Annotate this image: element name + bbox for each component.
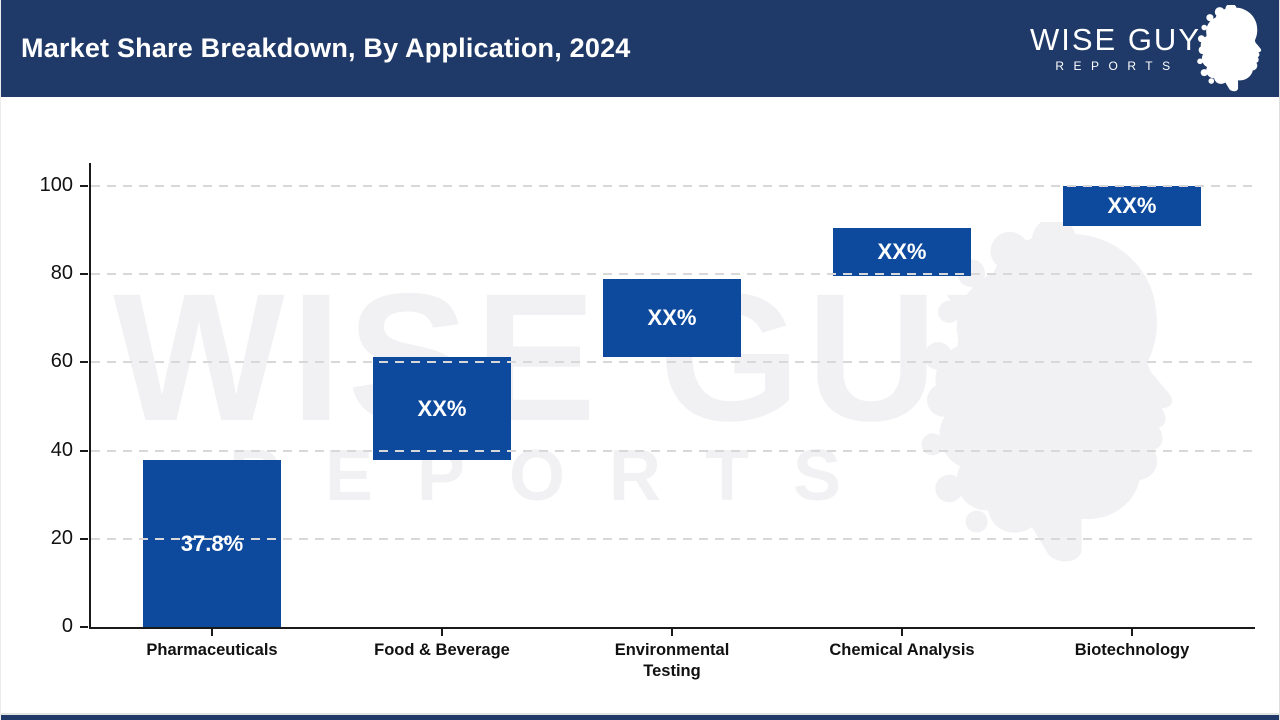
bar-environmental-testing	[603, 278, 741, 357]
gridline-100	[91, 185, 1253, 187]
bar-value-label-biotechnology: XX%	[1107, 192, 1157, 218]
y-tick-mark-40	[80, 449, 88, 452]
y-tick-label-100: 100	[39, 174, 73, 196]
y-tick-mark-20	[80, 537, 88, 540]
x-tick-mark-pharmaceuticals	[211, 629, 213, 636]
y-tick-label-20: 20	[50, 526, 73, 549]
y-tick-label-0: 0	[61, 615, 73, 637]
logo-wordmark: WISE GUY REPORTS	[1030, 24, 1201, 73]
watermark-head-icon	[921, 222, 1173, 562]
x-tick-mark-chemical-analysis	[901, 629, 903, 636]
logo-line1: WISE GUY	[1029, 22, 1201, 58]
gridline-80	[91, 273, 1253, 276]
y-tick-label-80: 80	[50, 262, 73, 285]
y-tick-mark-60	[80, 361, 88, 364]
page-title: Market Share Breakdown, By Application, …	[21, 33, 631, 63]
bar-chemical-analysis	[833, 227, 971, 277]
x-axis-label-chemical-analysis: Chemical Analysis	[829, 641, 975, 659]
x-axis-line	[89, 627, 1255, 629]
watermark-wordmark: WISE GUY	[113, 255, 1072, 459]
x-axis-label-food-beverage: Food & Beverage	[374, 641, 510, 659]
x-axis-label-environmental-testing: Environmental Testing	[614, 641, 730, 680]
y-axis-line	[89, 163, 91, 628]
logo-line2: REPORTS	[1055, 58, 1180, 73]
logo-face-profile	[1200, 7, 1262, 91]
bar-food-beverage	[373, 357, 511, 461]
bar-value-label-chemical-analysis: XX%	[877, 239, 927, 265]
footer-bar	[1, 715, 1279, 720]
x-tick-mark-environmental-testing	[671, 629, 673, 636]
y-tick-mark-80	[80, 273, 88, 276]
x-axis-label-biotechnology: Biotechnology	[1074, 641, 1190, 659]
gridline-20	[91, 537, 1253, 540]
bar-biotechnology	[1063, 186, 1201, 226]
bar-value-label-food-beverage: XX%	[417, 395, 467, 421]
watermark-subtitle: REPORTS	[229, 436, 886, 516]
y-tick-label-40: 40	[50, 438, 73, 461]
y-tick-mark-100	[80, 185, 88, 187]
x-tick-mark-food-beverage	[441, 629, 443, 636]
plot-area: 37.8% XX% XX% XX% XX% 0 20 40 60 80 100 Pharmaceu…	[40, 163, 1255, 680]
y-tick-mark-0	[80, 626, 88, 628]
x-tick-mark-biotechnology	[1131, 629, 1133, 636]
gridline-40	[91, 449, 1253, 452]
x-axis-label-pharmaceuticals: Pharmaceuticals	[146, 641, 278, 659]
bar-labels-layer: 37.8% XX% XX% XX% XX%	[89, 186, 1253, 627]
bars-layer	[89, 186, 1253, 627]
wise-guy-logo: WISE GUY REPORTS	[1030, 4, 1267, 93]
bar-value-label-environmental-testing: XX%	[647, 304, 697, 330]
footer-rule	[1, 713, 1279, 715]
bar-pharmaceuticals	[143, 460, 281, 627]
y-tick-label-60: 60	[50, 350, 73, 373]
logo-head-icon	[1197, 4, 1262, 91]
header: Market Share Breakdown, By Application, …	[1, 0, 1279, 97]
bar-value-label-pharmaceuticals: 37.8%	[180, 530, 244, 556]
gridline-60	[91, 361, 1253, 364]
gridlines-layer	[89, 185, 1253, 627]
